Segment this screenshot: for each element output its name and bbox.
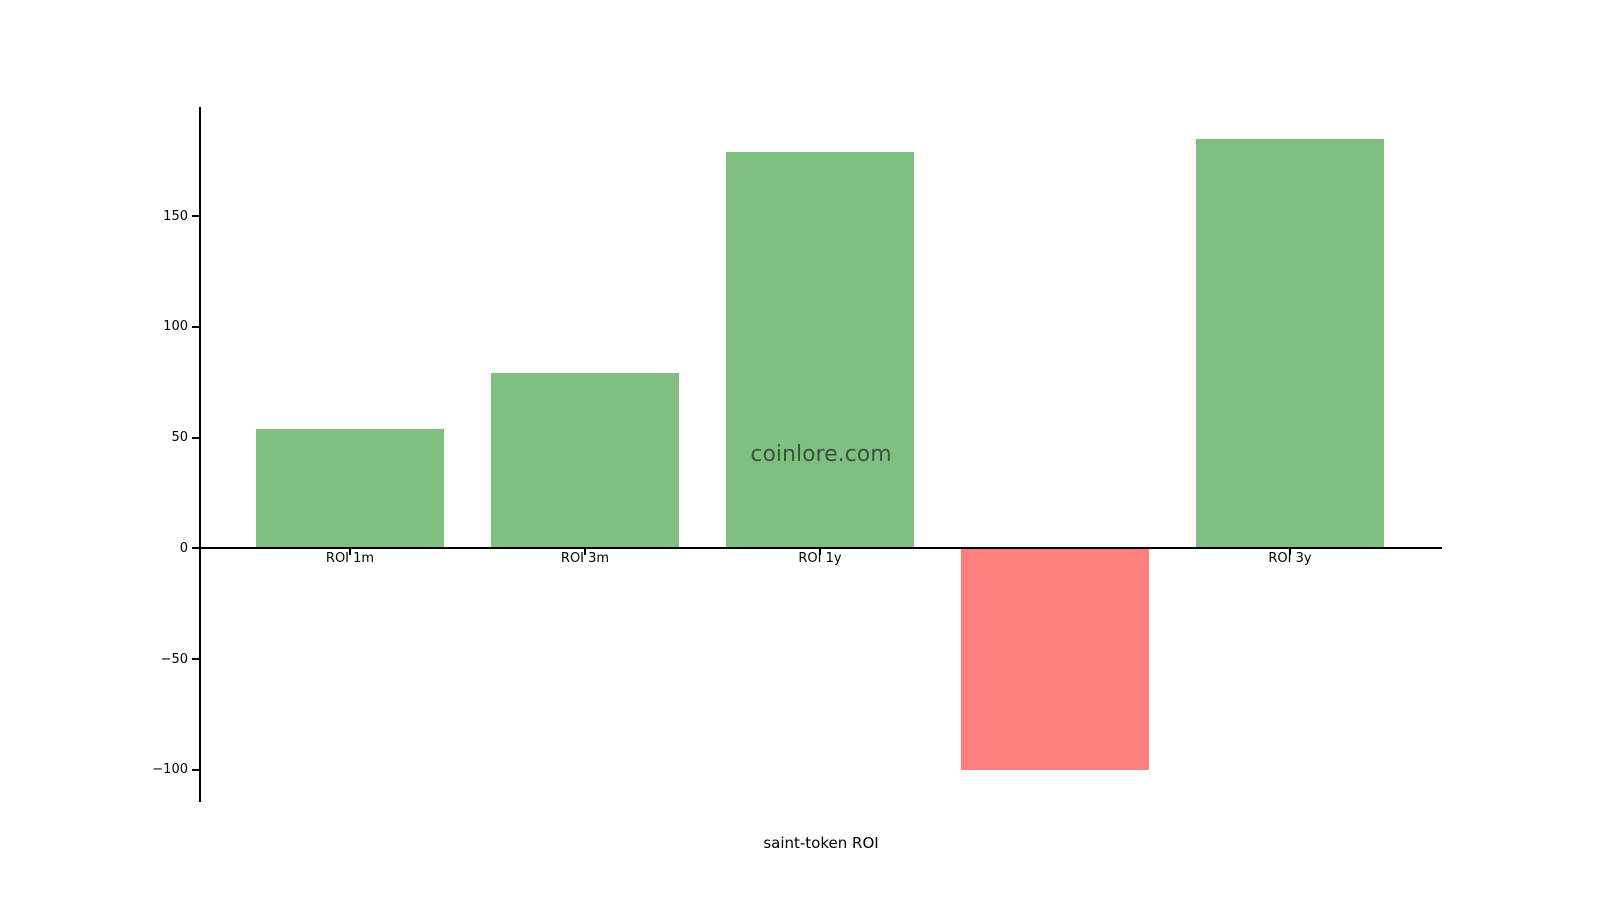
y-axis-line — [199, 107, 201, 802]
x-tick-mark — [349, 548, 351, 556]
x-tick-label: ROI 3y — [1268, 551, 1312, 567]
bar — [1196, 138, 1384, 549]
y-tick-mark — [192, 768, 199, 771]
x-tick-mark — [584, 548, 586, 556]
bar — [961, 548, 1149, 770]
y-tick-label: −100 — [152, 762, 188, 778]
y-tick-label: 0 — [179, 540, 188, 556]
y-tick-label: −50 — [160, 651, 188, 667]
x-tick-label: ROI 1y — [798, 551, 842, 567]
y-tick-label: 100 — [163, 319, 188, 335]
x-tick-label: ROI 1m — [325, 551, 375, 567]
x-tick-mark — [819, 548, 821, 556]
y-tick-mark — [192, 215, 199, 218]
x-tick-label: ROI 3m — [560, 551, 610, 567]
bar — [491, 373, 679, 549]
y-tick-label: 50 — [171, 430, 188, 446]
watermark-text: coinlore.com — [750, 442, 892, 467]
x-axis-title: saint-token ROI — [763, 834, 879, 852]
bar — [726, 151, 914, 549]
y-tick-mark — [192, 325, 199, 328]
y-tick-mark — [192, 547, 199, 550]
x-tick-mark — [1289, 548, 1291, 556]
x-axis-line — [199, 547, 1442, 550]
bar — [256, 428, 444, 549]
y-tick-mark — [192, 436, 199, 439]
y-tick-label: 150 — [163, 208, 188, 224]
y-tick-mark — [192, 658, 199, 661]
